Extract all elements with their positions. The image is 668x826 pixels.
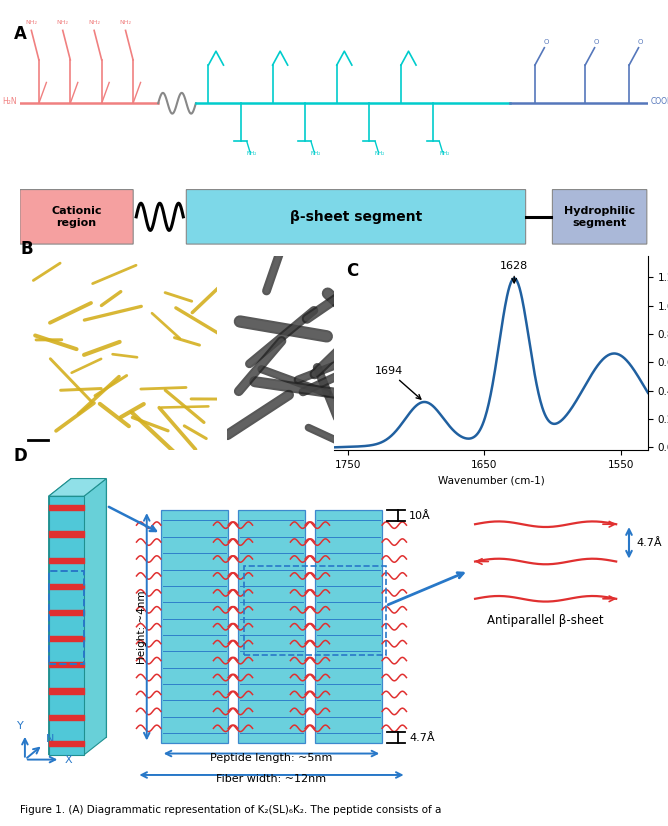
- FancyBboxPatch shape: [20, 189, 133, 244]
- Text: COOH: COOH: [651, 97, 668, 106]
- Text: H₂N: H₂N: [2, 97, 17, 106]
- Polygon shape: [84, 478, 106, 755]
- Text: 4.7Å: 4.7Å: [637, 538, 662, 548]
- Text: NH₂: NH₂: [120, 20, 132, 25]
- Bar: [244, 566, 385, 655]
- Text: B: B: [20, 240, 33, 258]
- Text: NH₂: NH₂: [311, 151, 321, 156]
- Text: NH₂: NH₂: [88, 20, 100, 25]
- Polygon shape: [71, 478, 106, 738]
- Text: NH₂: NH₂: [439, 151, 450, 156]
- Text: Height: ~4nm: Height: ~4nm: [137, 590, 146, 663]
- Bar: [315, 510, 382, 743]
- Text: Antiparallel β-sheet: Antiparallel β-sheet: [488, 615, 604, 628]
- Text: 4.7Å: 4.7Å: [409, 733, 435, 743]
- Text: A: A: [14, 25, 27, 43]
- Polygon shape: [49, 496, 84, 755]
- Text: D: D: [13, 448, 27, 465]
- Text: Peptide length: ~5nm: Peptide length: ~5nm: [210, 753, 333, 763]
- Text: 1694: 1694: [375, 366, 421, 399]
- Text: 1628: 1628: [500, 261, 528, 282]
- Text: O: O: [544, 40, 549, 45]
- Text: N: N: [45, 734, 54, 744]
- FancyBboxPatch shape: [186, 189, 526, 244]
- Text: X: X: [65, 755, 72, 765]
- Text: β-sheet segment: β-sheet segment: [290, 210, 422, 224]
- Text: Cationic
region: Cationic region: [51, 206, 102, 228]
- Text: NH₂: NH₂: [57, 20, 69, 25]
- Text: Figure 1. (A) Diagrammatic representation of K₂(SL)₆K₂. The peptide consists of : Figure 1. (A) Diagrammatic representatio…: [20, 805, 442, 815]
- Text: NH₂: NH₂: [25, 20, 37, 25]
- Bar: [238, 510, 305, 743]
- Text: 10Å: 10Å: [409, 510, 431, 521]
- Text: NH₂: NH₂: [375, 151, 385, 156]
- Text: NH₂: NH₂: [246, 151, 257, 156]
- Text: Hydrophilic
segment: Hydrophilic segment: [564, 206, 635, 228]
- Bar: [49, 571, 84, 664]
- Bar: [161, 510, 228, 743]
- Text: O: O: [638, 40, 643, 45]
- X-axis label: Wavenumber (cm-1): Wavenumber (cm-1): [438, 476, 544, 486]
- Text: C: C: [347, 262, 359, 280]
- FancyBboxPatch shape: [552, 189, 647, 244]
- Polygon shape: [49, 478, 71, 755]
- Text: Fiber width: ~12nm: Fiber width: ~12nm: [216, 775, 327, 785]
- Text: Y: Y: [17, 721, 24, 731]
- Polygon shape: [49, 478, 106, 496]
- Text: O: O: [594, 40, 599, 45]
